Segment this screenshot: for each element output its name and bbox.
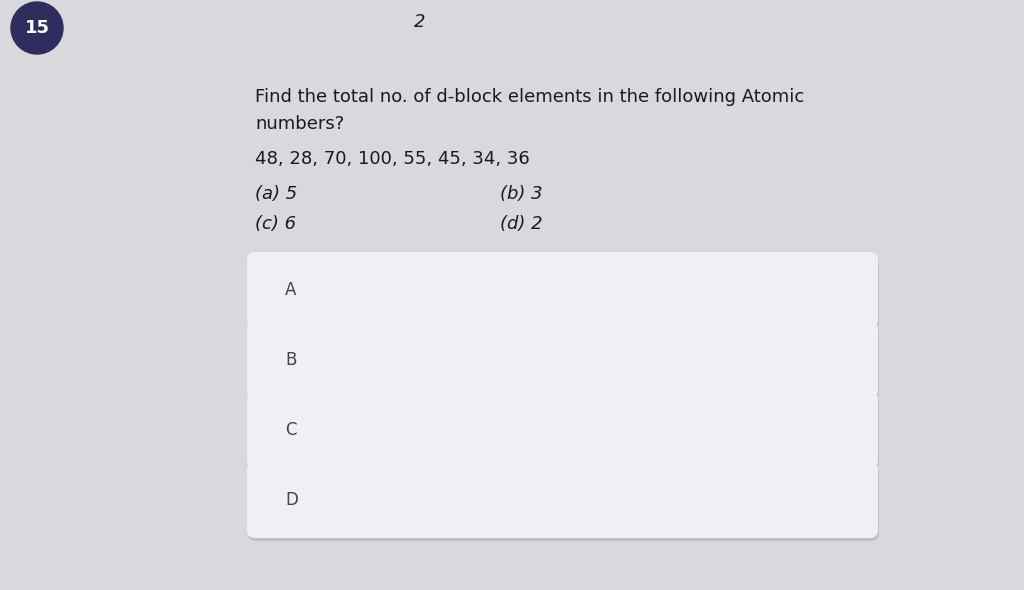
Text: B: B	[285, 351, 296, 369]
FancyBboxPatch shape	[247, 322, 878, 398]
FancyBboxPatch shape	[247, 392, 878, 468]
FancyBboxPatch shape	[247, 462, 878, 538]
Text: A: A	[285, 281, 296, 299]
Text: C: C	[285, 421, 297, 439]
Text: (a) 5: (a) 5	[255, 185, 297, 203]
Circle shape	[11, 2, 63, 54]
Text: 15: 15	[25, 19, 49, 37]
Text: (c) 6: (c) 6	[255, 215, 296, 233]
FancyBboxPatch shape	[248, 325, 879, 401]
Text: numbers?: numbers?	[255, 115, 344, 133]
FancyBboxPatch shape	[248, 255, 879, 331]
FancyBboxPatch shape	[247, 252, 878, 328]
Text: Find the total no. of d-block elements in the following Atomic: Find the total no. of d-block elements i…	[255, 88, 804, 106]
Text: D: D	[285, 491, 298, 509]
FancyBboxPatch shape	[248, 395, 879, 471]
FancyBboxPatch shape	[248, 465, 879, 541]
Text: 2: 2	[415, 13, 426, 31]
Text: (b) 3: (b) 3	[500, 185, 543, 203]
Text: 48, 28, 70, 100, 55, 45, 34, 36: 48, 28, 70, 100, 55, 45, 34, 36	[255, 150, 529, 168]
Text: (d) 2: (d) 2	[500, 215, 543, 233]
